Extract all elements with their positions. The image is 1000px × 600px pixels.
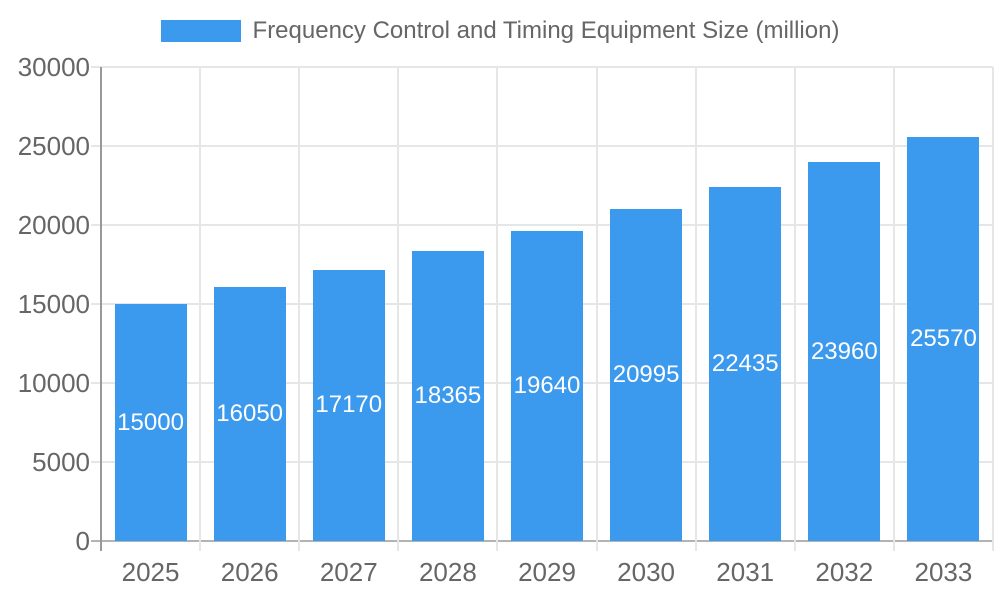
bar-value-label: 23960 — [810, 337, 878, 365]
bar-2028 — [411, 250, 484, 541]
y-axis-tick-label: 20000 — [17, 210, 90, 240]
x-gridline — [892, 67, 895, 541]
x-axis-tick — [397, 541, 400, 551]
bar-2029 — [511, 230, 583, 541]
legend-series-label: Frequency Control and Timing Equipment S… — [252, 17, 840, 44]
bar-2032 — [808, 162, 881, 541]
x-axis-tick-label: 2033 — [914, 557, 973, 587]
bar-2025 — [114, 304, 187, 541]
x-axis-tick — [595, 541, 598, 551]
y-axis-tick — [91, 66, 101, 68]
x-gridline — [397, 67, 400, 541]
x-axis-tick-label: 2025 — [121, 557, 180, 587]
y-axis-tick-label: 25000 — [17, 131, 90, 161]
x-axis-tick-label: 2032 — [815, 557, 874, 587]
legend-item[interactable]: Frequency Control and Timing Equipment S… — [0, 17, 1000, 44]
y-axis-line — [100, 67, 102, 551]
bar-2027 — [312, 269, 385, 541]
x-gridline — [199, 67, 202, 541]
bar-2030 — [610, 209, 683, 541]
y-axis-tick — [91, 303, 101, 305]
x-gridline — [694, 67, 697, 541]
legend-swatch — [160, 20, 241, 42]
y-axis-tick-label: 30000 — [17, 52, 90, 82]
x-gridline — [595, 67, 598, 541]
x-axis-tick-label: 2029 — [518, 557, 576, 587]
y-axis-tick — [91, 382, 101, 384]
bar-2026 — [213, 287, 286, 541]
bar-2031 — [709, 186, 782, 541]
bar-value-label: 22435 — [711, 349, 779, 377]
bar-value-label: 20995 — [612, 361, 680, 389]
x-axis-tick — [496, 541, 499, 551]
bar-value-label: 17170 — [315, 391, 383, 419]
y-axis-tick — [91, 461, 101, 463]
x-axis-tick — [694, 541, 697, 551]
y-gridline — [101, 66, 993, 68]
y-axis-tick-label: 5000 — [32, 447, 90, 477]
y-axis-tick-label: 10000 — [17, 368, 90, 398]
bar-value-label: 15000 — [117, 408, 184, 436]
x-axis-tick-label: 2028 — [418, 557, 477, 587]
x-gridline — [496, 67, 499, 541]
y-gridline — [101, 224, 993, 226]
x-axis-tick — [298, 541, 301, 551]
x-axis-tick-label: 2026 — [220, 557, 279, 587]
x-axis-tick-label: 2027 — [319, 557, 378, 587]
y-axis-tick — [91, 224, 101, 226]
bar-2033 — [907, 136, 980, 541]
y-axis-tick — [91, 145, 101, 147]
bar-value-label: 18365 — [414, 381, 482, 409]
x-axis-tick-label: 2030 — [617, 557, 676, 587]
y-axis-tick-label: 0 — [75, 526, 90, 556]
x-gridline — [992, 67, 994, 541]
x-gridline — [793, 67, 796, 541]
x-axis-tick — [793, 541, 796, 551]
x-axis-line — [91, 540, 993, 542]
x-gridline — [298, 67, 301, 541]
x-axis-tick — [199, 541, 202, 551]
bar-value-label: 25570 — [910, 324, 977, 352]
bar-value-label: 16050 — [216, 400, 284, 428]
x-axis-tick-label: 2031 — [716, 557, 775, 587]
x-axis-tick — [992, 541, 994, 551]
y-gridline — [101, 145, 993, 147]
y-axis-tick-label: 15000 — [17, 289, 90, 319]
x-axis-tick — [892, 541, 895, 551]
bar-value-label: 19640 — [513, 371, 581, 399]
